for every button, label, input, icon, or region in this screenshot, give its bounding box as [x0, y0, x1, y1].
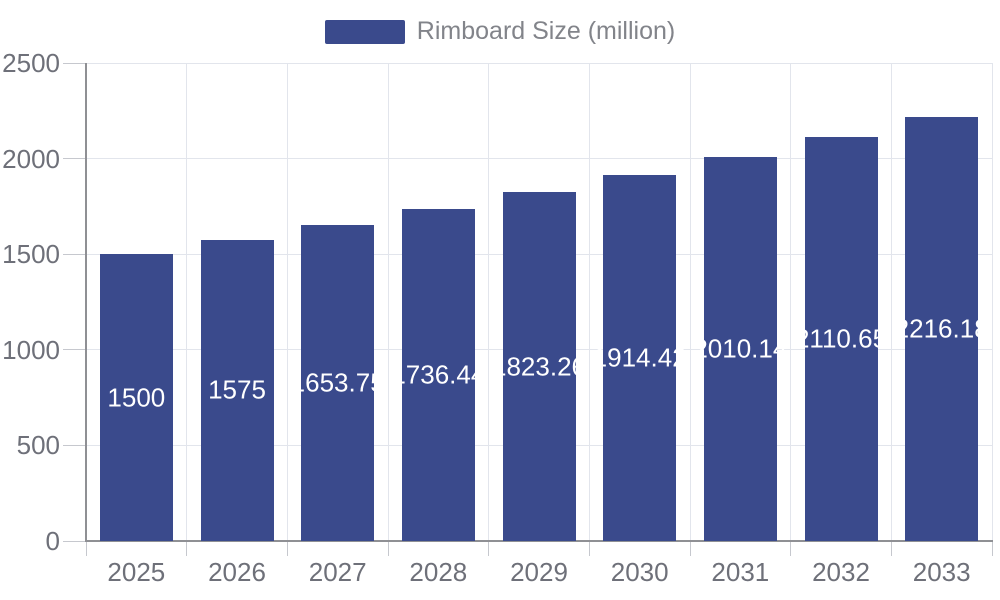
x-axis-tick [186, 541, 188, 556]
x-axis-label: 2029 [510, 557, 568, 587]
y-axis-label: 2500 [2, 48, 60, 78]
x-axis-label: 2030 [610, 557, 669, 587]
bar-2026[interactable] [200, 239, 274, 541]
x-axis-tick [689, 541, 691, 556]
bar-value-label: 1653.75 [290, 367, 385, 398]
gridline-vertical [790, 63, 792, 541]
x-axis-tick [991, 541, 993, 556]
bar-value-label: 2110.65 [794, 323, 888, 354]
y-axis-tick [63, 253, 86, 255]
gridline-horizontal [86, 62, 992, 64]
gridline-vertical [186, 63, 188, 541]
legend-item-rimboard-size[interactable]: Rimboard Size (million) [324, 17, 676, 46]
y-axis-label: 500 [16, 430, 60, 461]
bar-value-label: 1823.26 [492, 351, 586, 382]
bar-2033[interactable] [905, 117, 979, 541]
legend: Rimboard Size (million) [0, 17, 1000, 46]
x-axis-label: 2025 [107, 557, 166, 587]
bar-value-label: 2216.18 [894, 313, 989, 344]
x-axis-tick [790, 541, 792, 556]
x-axis-tick [488, 541, 490, 556]
x-axis-label: 2026 [208, 557, 266, 587]
bar-value-label: 2010.14 [693, 333, 788, 364]
gridline-vertical [488, 63, 490, 541]
y-axis-line [85, 63, 87, 541]
x-axis-label: 2027 [308, 557, 367, 587]
y-axis-tick [63, 444, 86, 446]
gridline-vertical [286, 63, 288, 541]
y-axis-tick [63, 62, 86, 64]
bar-2027[interactable] [301, 224, 375, 541]
bar-value-label: 1500 [107, 382, 166, 413]
legend-swatch-icon [324, 19, 405, 44]
x-axis-label: 2031 [711, 557, 770, 587]
gridline-vertical [588, 63, 590, 541]
gridline-vertical [890, 63, 892, 541]
y-axis-tick [63, 540, 86, 542]
bar-value-label: 1575 [208, 374, 266, 405]
y-axis-label: 2000 [2, 143, 60, 174]
x-axis-tick [85, 541, 87, 556]
x-axis-tick [387, 541, 389, 556]
y-axis-label: 1500 [2, 239, 60, 270]
x-axis-tick [286, 541, 288, 556]
gridline-horizontal [86, 158, 992, 160]
x-axis-line [85, 540, 993, 542]
x-axis-label: 2032 [812, 557, 870, 587]
y-axis-label: 1000 [2, 334, 60, 365]
y-axis-label: 0 [45, 526, 60, 556]
x-axis-label: 2033 [912, 557, 971, 587]
gridline-vertical [689, 63, 691, 541]
bar-2030[interactable] [603, 174, 677, 541]
x-axis-tick [890, 541, 892, 556]
bar-2028[interactable] [401, 208, 475, 541]
gridline-vertical [991, 63, 993, 541]
x-axis-label: 2028 [409, 557, 468, 587]
y-axis-tick [63, 349, 86, 351]
legend-label: Rimboard Size (million) [416, 17, 676, 45]
y-axis-tick [63, 158, 86, 160]
bar-value-label: 1914.42 [592, 342, 687, 373]
bar-value-label: 1736.44 [391, 359, 486, 390]
x-axis-tick [588, 541, 590, 556]
bar-2025[interactable] [99, 254, 173, 541]
bar-2032[interactable] [804, 137, 878, 541]
bar-2029[interactable] [502, 192, 576, 541]
bar-2031[interactable] [703, 156, 777, 541]
gridline-vertical [387, 63, 389, 541]
